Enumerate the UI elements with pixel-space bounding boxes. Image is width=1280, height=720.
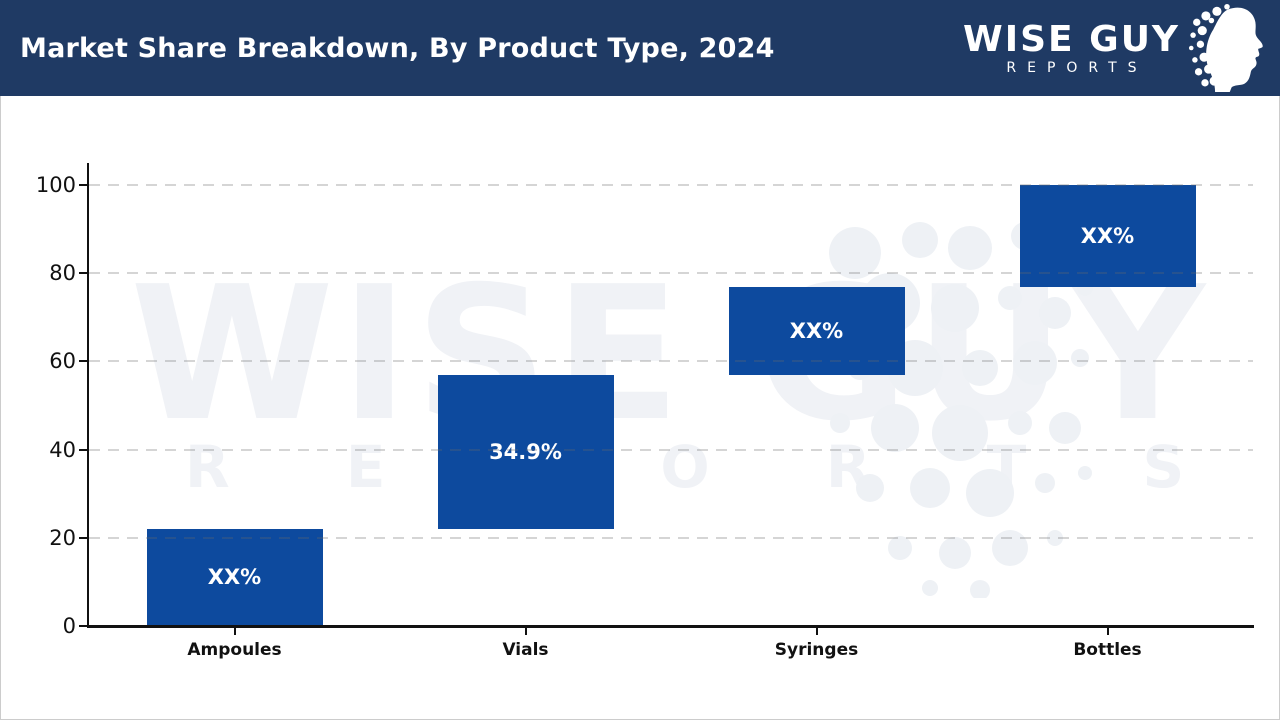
y-tick-80: [79, 272, 87, 275]
bar-syringes: XX%: [728, 286, 905, 376]
wiseguy-head-icon: [1188, 4, 1263, 92]
y-tick-0: [79, 625, 87, 627]
x-tick-vials: [524, 628, 527, 635]
chart-title: Market Share Breakdown, By Product Type,…: [20, 32, 775, 64]
page-border-left: [0, 96, 1, 720]
gridline-20: [89, 536, 1253, 539]
bar-bottles: XX%: [1019, 185, 1196, 287]
wiseguy-logo: WISE GUY REPORTS: [963, 4, 1270, 92]
gridline-80: [89, 272, 1253, 275]
x-tick-ampoules: [233, 628, 236, 635]
bar-value-label: XX%: [1080, 223, 1135, 248]
gridline-60: [89, 360, 1253, 363]
bar-ampoules: XX%: [146, 528, 323, 626]
logo-reports-text: REPORTS: [1006, 59, 1148, 76]
watermark-reports-text: R E P O R T S: [185, 433, 1233, 501]
x-tick-label-bottles: Bottles: [1073, 640, 1142, 660]
gridline-100: [89, 184, 1253, 186]
bar-value-label: XX%: [207, 565, 262, 590]
y-tick-label-80: 80: [49, 261, 76, 286]
watermark-head-dots-icon: [814, 222, 1093, 598]
x-tick-label-ampoules: Ampoules: [187, 640, 282, 660]
y-tick-label-100: 100: [35, 173, 76, 197]
logo-wordmark: WISE GUY REPORTS: [962, 18, 1180, 76]
header-bar: Market Share Breakdown, By Product Type,…: [0, 0, 1280, 96]
gridline-40: [89, 448, 1253, 451]
x-tick-label-vials: Vials: [502, 640, 549, 660]
bar-value-label: XX%: [789, 318, 844, 343]
y-tick-20: [79, 536, 87, 539]
x-tick-syringes: [815, 628, 818, 635]
x-tick-label-syringes: Syringes: [774, 640, 859, 660]
y-tick-40: [79, 448, 87, 451]
y-tick-60: [79, 360, 87, 363]
y-tick-100: [79, 184, 87, 186]
y-axis-line: [87, 163, 89, 627]
y-tick-label-60: 60: [49, 349, 76, 374]
bar-vials: 34.9%: [437, 375, 614, 529]
y-tick-label-0: 0: [62, 614, 76, 638]
y-tick-label-40: 40: [49, 437, 76, 462]
bar-value-label: 34.9%: [489, 440, 562, 465]
y-tick-label-20: 20: [49, 525, 76, 550]
logo-name-text: WISE GUY: [962, 18, 1180, 60]
x-tick-bottles: [1106, 628, 1109, 635]
x-axis-line: [87, 625, 1254, 628]
